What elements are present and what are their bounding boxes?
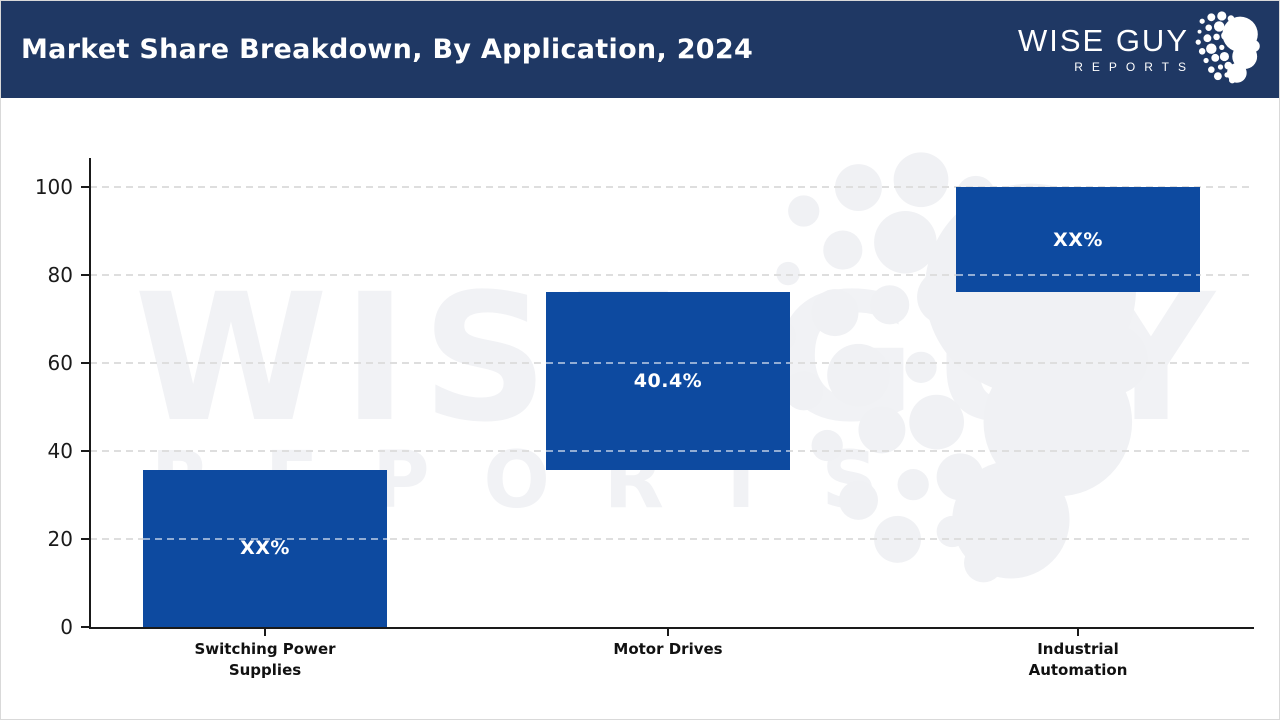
gridline-y100 [90, 186, 1254, 188]
xtick-mark-1 [264, 628, 266, 636]
ytick-label-100: 100 [34, 175, 73, 199]
xtick-mark-2 [667, 628, 669, 636]
x-axis-spine [89, 627, 1254, 629]
bar-value-label: 40.4% [633, 370, 703, 393]
ytick-label-0: 0 [60, 615, 73, 639]
bar-3: XX% [956, 187, 1200, 293]
ytick-mark-0 [81, 626, 89, 628]
y-axis-spine [89, 158, 91, 629]
bar-1: XX% [143, 469, 387, 627]
category-label-1: Switching Power Supplies [194, 640, 336, 679]
bar-value-label: XX% [1053, 228, 1103, 251]
category-label-3: Industrial Automation [1028, 640, 1128, 679]
ytick-label-60: 60 [47, 351, 73, 375]
wiseguy-logo: WISE GUY REPORTS [1018, 9, 1265, 91]
ytick-label-40: 40 [47, 439, 73, 463]
gridline-overlay-y80 [956, 274, 1200, 276]
ytick-mark-80 [81, 274, 89, 276]
ytick-label-80: 80 [47, 263, 73, 287]
header-bar: Market Share Breakdown, By Application, … [1, 1, 1279, 98]
xtick-mark-3 [1077, 628, 1079, 636]
bar-2: 40.4% [546, 292, 790, 470]
page-title: Market Share Breakdown, By Application, … [21, 34, 754, 65]
wiseguy-logo-text: WISE GUY REPORTS [1017, 23, 1189, 75]
gridline-y80 [90, 274, 1254, 276]
ytick-label-20: 20 [47, 527, 73, 551]
wiseguy-face-icon [1193, 9, 1265, 91]
gridline-overlay-y60 [546, 361, 790, 364]
ytick-mark-20 [81, 538, 89, 540]
gridline-overlay-y40 [546, 449, 790, 452]
logo-subtitle: REPORTS [1074, 60, 1195, 74]
ytick-mark-60 [81, 362, 89, 364]
category-label-2: Motor Drives [613, 640, 723, 658]
bar-value-label: XX% [240, 537, 290, 560]
logo-wordmark: WISE GUY [1017, 23, 1189, 58]
gridline-overlay-y20 [143, 537, 387, 540]
ytick-mark-100 [81, 186, 89, 188]
ytick-mark-40 [81, 450, 89, 452]
gridline-y20 [90, 538, 1254, 540]
